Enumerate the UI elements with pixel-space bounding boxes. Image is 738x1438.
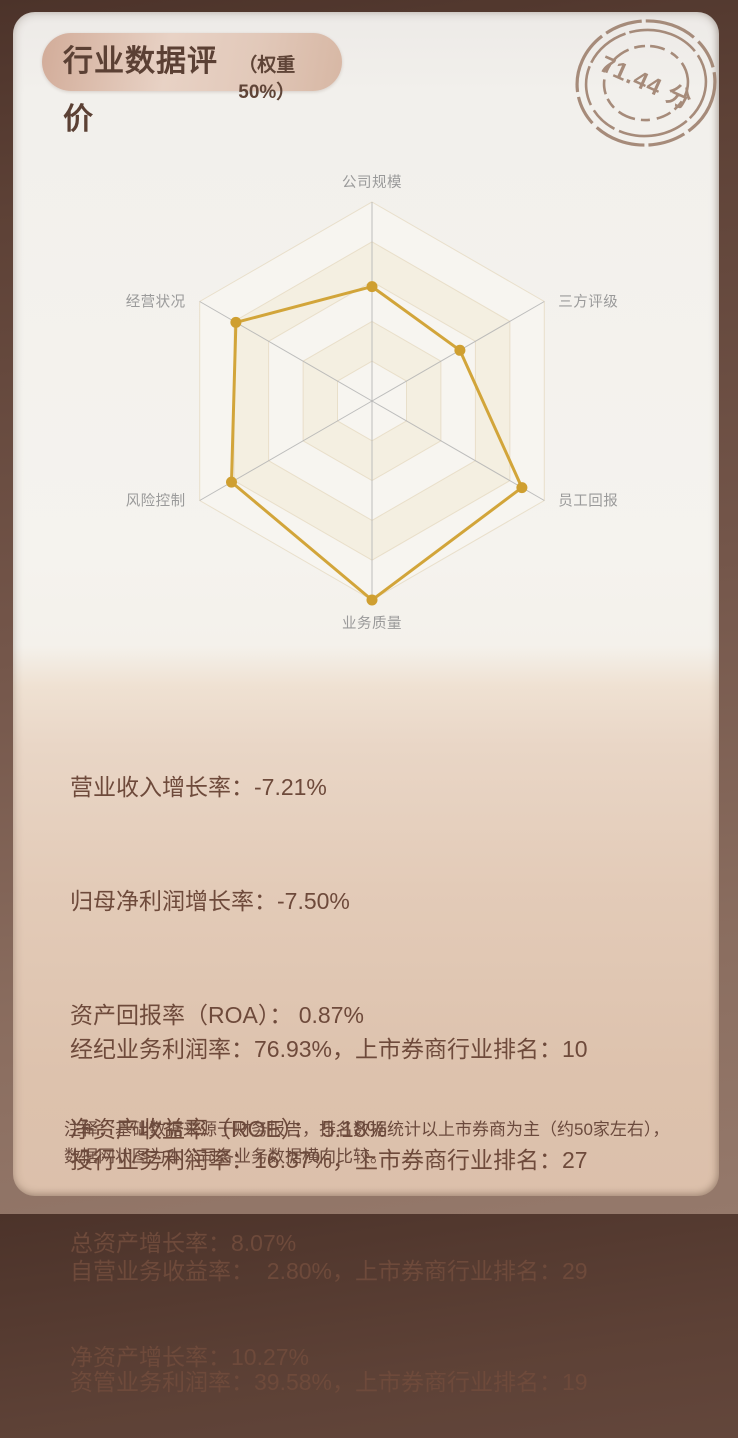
business-value: 16.37%: [254, 1147, 333, 1173]
metric-label: 资产回报率（ROA）：: [70, 1002, 293, 1028]
business-row: 自营业务收益率： 2.80%，上市券商行业排名：29: [70, 1253, 690, 1290]
metric-value: 5.18%: [315, 1116, 387, 1142]
metric-row: 营业收入增长率：-7.21%: [70, 768, 690, 806]
page-background: { "header": { "title": "行业数据评价", "weight…: [0, 0, 738, 1395]
score-stamp: 71.44 分: [575, 19, 717, 147]
metric-row: 资产回报率（ROA）： 0.87%: [70, 996, 690, 1034]
business-row: 资管业务利润率：39.58%，上市券商行业排名：19: [70, 1364, 690, 1401]
business-rank-value: 27: [562, 1147, 588, 1173]
note-line: 注释：基础数据来源于财务报告，排名数据统计以上市券商为主（约50家左右），: [64, 1120, 670, 1139]
business-rank-value: 19: [562, 1369, 588, 1395]
weight-badge: （权重50%）: [238, 55, 296, 103]
score-stamp-rings: [575, 19, 717, 147]
note-section: 注释：基础数据来源于财务报告，排名数据统计以上市券商为主（约50家左右）， 数据…: [64, 1116, 704, 1170]
business-label: 自营业务收益率：: [70, 1258, 254, 1284]
business-rank-value: 10: [562, 1036, 588, 1062]
business-rank-label: ，上市券商行业排名：: [332, 1147, 563, 1173]
note-line: 数据网状图为本公司各业务数据横向比较。: [64, 1147, 387, 1166]
business-label: 经纪业务利润率：: [70, 1036, 254, 1062]
metric-label: 净资产收益率（ROE）：: [70, 1116, 316, 1142]
business-value: 39.58%: [254, 1369, 333, 1395]
metric-label: 营业收入增长率：: [70, 774, 254, 800]
metric-row: 净资产收益率（ROE）： 5.18%: [70, 1110, 690, 1148]
page-title: 行业数据评价: [63, 45, 218, 136]
business-rank-label: ，上市券商行业排名：: [332, 1036, 563, 1062]
business-metrics-section: 经纪业务利润率：76.93%，上市券商行业排名：10 投行业务利润率：16.37…: [70, 957, 690, 1438]
metric-value: -7.50%: [277, 888, 350, 914]
business-rank-label: ，上市券商行业排名：: [332, 1258, 562, 1284]
business-value: 2.80%: [254, 1258, 332, 1284]
business-row: 经纪业务利润率：76.93%，上市券商行业排名：10: [70, 1031, 690, 1068]
metric-value: -7.21%: [254, 774, 327, 800]
metric-row: 归母净利润增长率：-7.50%: [70, 882, 690, 920]
metric-label: 归母净利润增长率：: [70, 888, 277, 914]
business-rank-label: ，上市券商行业排名：: [332, 1369, 563, 1395]
business-label: 投行业务利润率：: [70, 1147, 254, 1173]
business-rank-value: 29: [562, 1258, 588, 1284]
business-row: 投行业务利润率：16.37%，上市券商行业排名：27: [70, 1142, 690, 1179]
business-label: 资管业务利润率：: [70, 1369, 254, 1395]
metric-value: 0.87%: [292, 1002, 364, 1028]
business-value: 76.93%: [254, 1036, 333, 1062]
section-header-pill: 行业数据评价 （权重50%）: [42, 33, 342, 136]
